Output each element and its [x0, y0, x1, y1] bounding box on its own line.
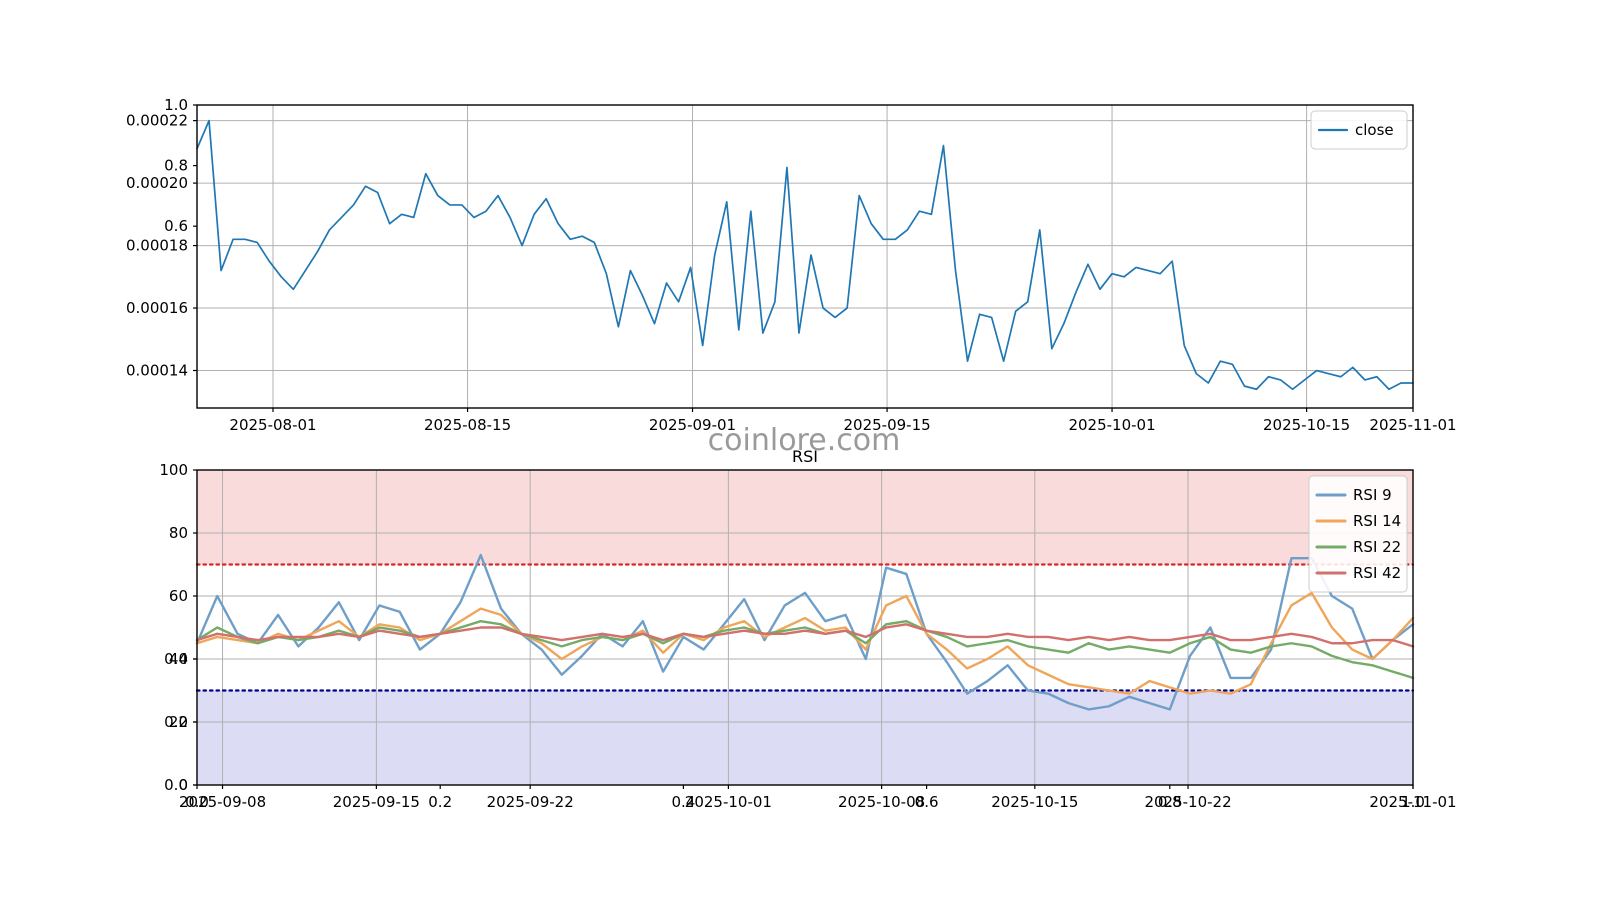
ytick-label-4: 80: [169, 524, 188, 542]
watermark: coinlore.com: [708, 423, 901, 458]
ytick-label-0: 0: [178, 776, 188, 794]
ghost-xtick-label-1: 0.2: [428, 793, 452, 811]
legend-label-2: RSI 22: [1353, 538, 1401, 556]
ghost-xtick-label-2: 0.4: [671, 793, 695, 811]
xtick-label-4: 2025-10-01: [1068, 416, 1155, 434]
ghost-ytick-label-2: 0.4: [164, 650, 188, 668]
xtick-label-5: 2025-10-15: [991, 793, 1078, 811]
legend-price: close: [1310, 110, 1408, 150]
ytick-label-2: 40: [169, 650, 188, 668]
ytick-label-1: 0.00016: [126, 299, 188, 317]
legend-box-price: [1310, 110, 1408, 150]
ghost-xtick-label-4: 0.8: [1158, 793, 1182, 811]
ytick-label-3: 60: [169, 587, 188, 605]
ytick-label-3: 0.00020: [126, 174, 188, 192]
ghost-ytick-label-1: 0.8: [164, 157, 188, 175]
plot-price: 0.00014 0.00016 0.00018 0.00020 0.00022 0.6 0.…: [126, 96, 1457, 434]
xtick-label-1: 2025-09-15: [333, 793, 420, 811]
xtick-label-0: 2025-08-01: [229, 416, 316, 434]
legend-label-0: RSI 9: [1353, 486, 1392, 504]
xtick-label-3: 2025-09-15: [843, 416, 930, 434]
legend-label-0: close: [1355, 121, 1394, 139]
oversold-band: [197, 690, 1413, 785]
legend-label-3: RSI 42: [1353, 564, 1401, 582]
ytick-label-5: 100: [159, 461, 188, 479]
ghost-ytick-label-0: 0.0: [164, 776, 188, 794]
series-line-rsi-22: [195, 620, 1415, 680]
ghost-xtick-label-3: 0.6: [915, 793, 939, 811]
ghost-xtick-label-5: 1.0: [1401, 793, 1425, 811]
ghost-xtick-label-0: 0.0: [185, 793, 209, 811]
xtick-label-6: 2025-11-01: [1369, 416, 1456, 434]
xtick-label-6: 2025-10-22: [1144, 793, 1231, 811]
subplot-title-rsi: RSI: [792, 447, 818, 466]
xtick-label-5: 2025-10-15: [1263, 416, 1350, 434]
ghost-ytick-label-2: 1.0: [164, 96, 188, 114]
legend-rsi: RSI 9 RSI 14 RSI 22 RSI 42: [1308, 475, 1408, 593]
ytick-label-0: 0.00014: [126, 362, 188, 380]
series-line-rsi-42: [195, 623, 1415, 648]
ytick-label-2: 0.00018: [126, 237, 188, 255]
xtick-label-4: 2025-10-08: [838, 793, 925, 811]
axes-frame-price: [196, 104, 1414, 409]
series-line-rsi-9: [195, 553, 1415, 711]
series-line-rsi-14: [195, 591, 1415, 695]
xtick-label-2: 2025-09-01: [649, 416, 736, 434]
xtick-label-3: 2025-10-01: [685, 793, 772, 811]
legend-box-rsi: [1308, 475, 1408, 593]
legend-label-1: RSI 14: [1353, 512, 1401, 530]
xtick-label-7: 2025-11-01: [1369, 793, 1456, 811]
ghost-ytick-label-0: 0.6: [164, 217, 188, 235]
axes-frame-rsi: [196, 469, 1414, 786]
xtick-label-1: 2025-08-15: [424, 416, 511, 434]
plot-rsi: 0 20 40 60 80 100 0.0 0.2 0.4 2025-09-08 2025-09-1…: [159, 447, 1456, 811]
xtick-label-0: 2025-09-08: [179, 793, 266, 811]
overbought-band: [197, 470, 1413, 565]
series-line-close: [196, 119, 1414, 391]
xtick-label-2: 2025-09-22: [487, 793, 574, 811]
ytick-label-4: 0.00022: [126, 112, 188, 130]
ytick-label-1: 20: [169, 713, 188, 731]
ghost-ytick-label-1: 0.2: [164, 713, 188, 731]
